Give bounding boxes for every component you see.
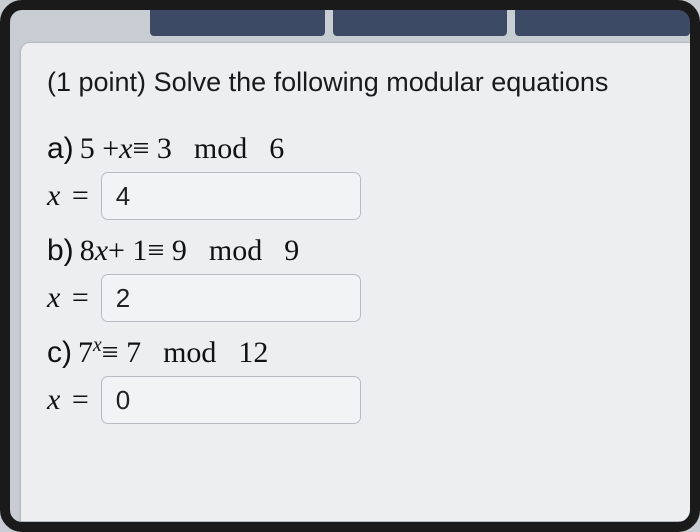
- answer-input-a[interactable]: [101, 172, 361, 220]
- mod-word: mod: [194, 132, 247, 166]
- part-c: c) 7 x ≡ 7 mod 12 x =: [47, 336, 675, 424]
- eq-text: ≡ 9: [147, 234, 186, 268]
- answer-label: x =: [47, 179, 89, 213]
- part-a: a) 5 + x ≡ 3 mod 6 x =: [47, 132, 675, 220]
- question-card: (1 point) Solve the following modular eq…: [20, 42, 696, 522]
- tab-stub[interactable]: [515, 10, 690, 36]
- eq-text: 8: [80, 234, 95, 268]
- modulus: 9: [284, 234, 299, 268]
- tab-stub[interactable]: [333, 10, 508, 36]
- eq-var: x: [95, 234, 108, 268]
- tab-stub[interactable]: [150, 10, 325, 36]
- modulus: 6: [269, 132, 284, 166]
- part-label: a): [47, 132, 74, 166]
- points-label: (1 point): [47, 67, 146, 97]
- answer-input-c[interactable]: [101, 376, 361, 424]
- equation-c: c) 7 x ≡ 7 mod 12: [47, 336, 675, 370]
- part-label: c): [47, 336, 72, 370]
- eq-var: x: [119, 132, 132, 166]
- browser-tab-strip: [10, 10, 690, 36]
- part-label: b): [47, 234, 74, 268]
- eq-text: ≡ 7: [102, 336, 141, 370]
- answer-label: x =: [47, 383, 89, 417]
- answer-row-a: x =: [47, 172, 675, 220]
- modulus: 12: [238, 336, 268, 370]
- eq-text: 5 +: [80, 132, 119, 166]
- eq-base: 7: [78, 336, 93, 370]
- equation-b: b) 8 x + 1 ≡ 9 mod 9: [47, 234, 675, 268]
- eq-text: ≡ 3: [132, 132, 171, 166]
- part-b: b) 8 x + 1 ≡ 9 mod 9 x =: [47, 234, 675, 322]
- answer-input-b[interactable]: [101, 274, 361, 322]
- answer-row-c: x =: [47, 376, 675, 424]
- equation-a: a) 5 + x ≡ 3 mod 6: [47, 132, 675, 166]
- answer-row-b: x =: [47, 274, 675, 322]
- answer-label: x =: [47, 281, 89, 315]
- question-prompt: (1 point) Solve the following modular eq…: [47, 67, 675, 98]
- eq-text: + 1: [108, 234, 147, 268]
- prompt-text: Solve the following modular equations: [154, 67, 609, 97]
- mod-word: mod: [209, 234, 262, 268]
- eq-exponent: x: [93, 335, 102, 357]
- mod-word: mod: [163, 336, 216, 370]
